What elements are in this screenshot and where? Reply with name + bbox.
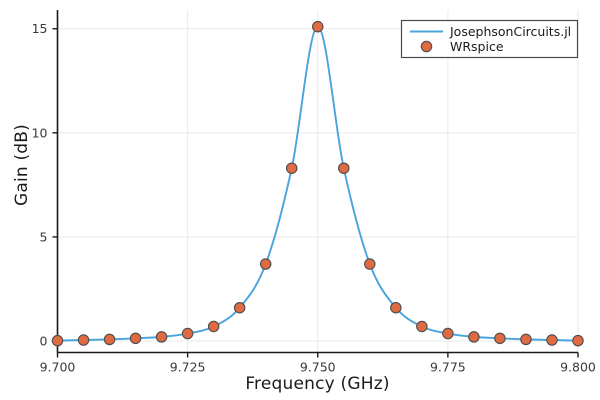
data-point <box>285 162 298 174</box>
data-point <box>468 331 480 343</box>
y-tick-label-3: 15 <box>32 21 48 36</box>
legend-marker-swatch <box>420 40 433 53</box>
data-point <box>129 332 142 345</box>
grid-lines <box>57 10 579 353</box>
data-point <box>311 20 324 33</box>
data-point <box>572 334 584 347</box>
x-tick-label-3: 9.775 <box>430 360 466 375</box>
series-markers-wrspice <box>51 20 584 347</box>
data-point <box>103 333 116 346</box>
y-tick-label-0: 0 <box>40 334 48 349</box>
y-tick-label-1: 5 <box>40 229 48 244</box>
data-point <box>442 327 454 340</box>
chart-legend[interactable]: JosephsonCircuits.jl WRspice <box>400 19 579 59</box>
x-tick-label-2: 9.750 <box>300 360 336 375</box>
data-point <box>259 258 272 270</box>
y-axis-ticks: 0 5 10 15 <box>32 21 58 349</box>
data-point <box>390 301 402 314</box>
x-tick-label-0: 9.700 <box>40 360 76 375</box>
data-point <box>233 301 246 314</box>
x-tick-label-1: 9.725 <box>170 360 206 375</box>
data-point <box>338 162 350 174</box>
legend-label-1: WRspice <box>450 39 504 54</box>
x-axis-ticks: 9.700 9.725 9.750 9.775 9.800 <box>40 352 596 375</box>
data-point <box>155 331 168 343</box>
data-point <box>416 320 428 333</box>
data-point <box>77 334 90 346</box>
x-axis-label: Frequency (GHz) <box>245 374 390 394</box>
y-axis-label: Gain (dB) <box>12 124 32 207</box>
y-tick-label-2: 10 <box>32 125 48 140</box>
x-tick-label-4: 9.800 <box>560 360 596 375</box>
data-point <box>494 332 506 345</box>
data-point <box>207 320 220 333</box>
legend-label-0: JosephsonCircuits.jl <box>449 24 571 39</box>
data-point <box>51 334 64 347</box>
data-point <box>520 333 532 346</box>
data-point <box>181 327 194 340</box>
data-point <box>546 334 558 346</box>
data-point <box>364 258 376 270</box>
